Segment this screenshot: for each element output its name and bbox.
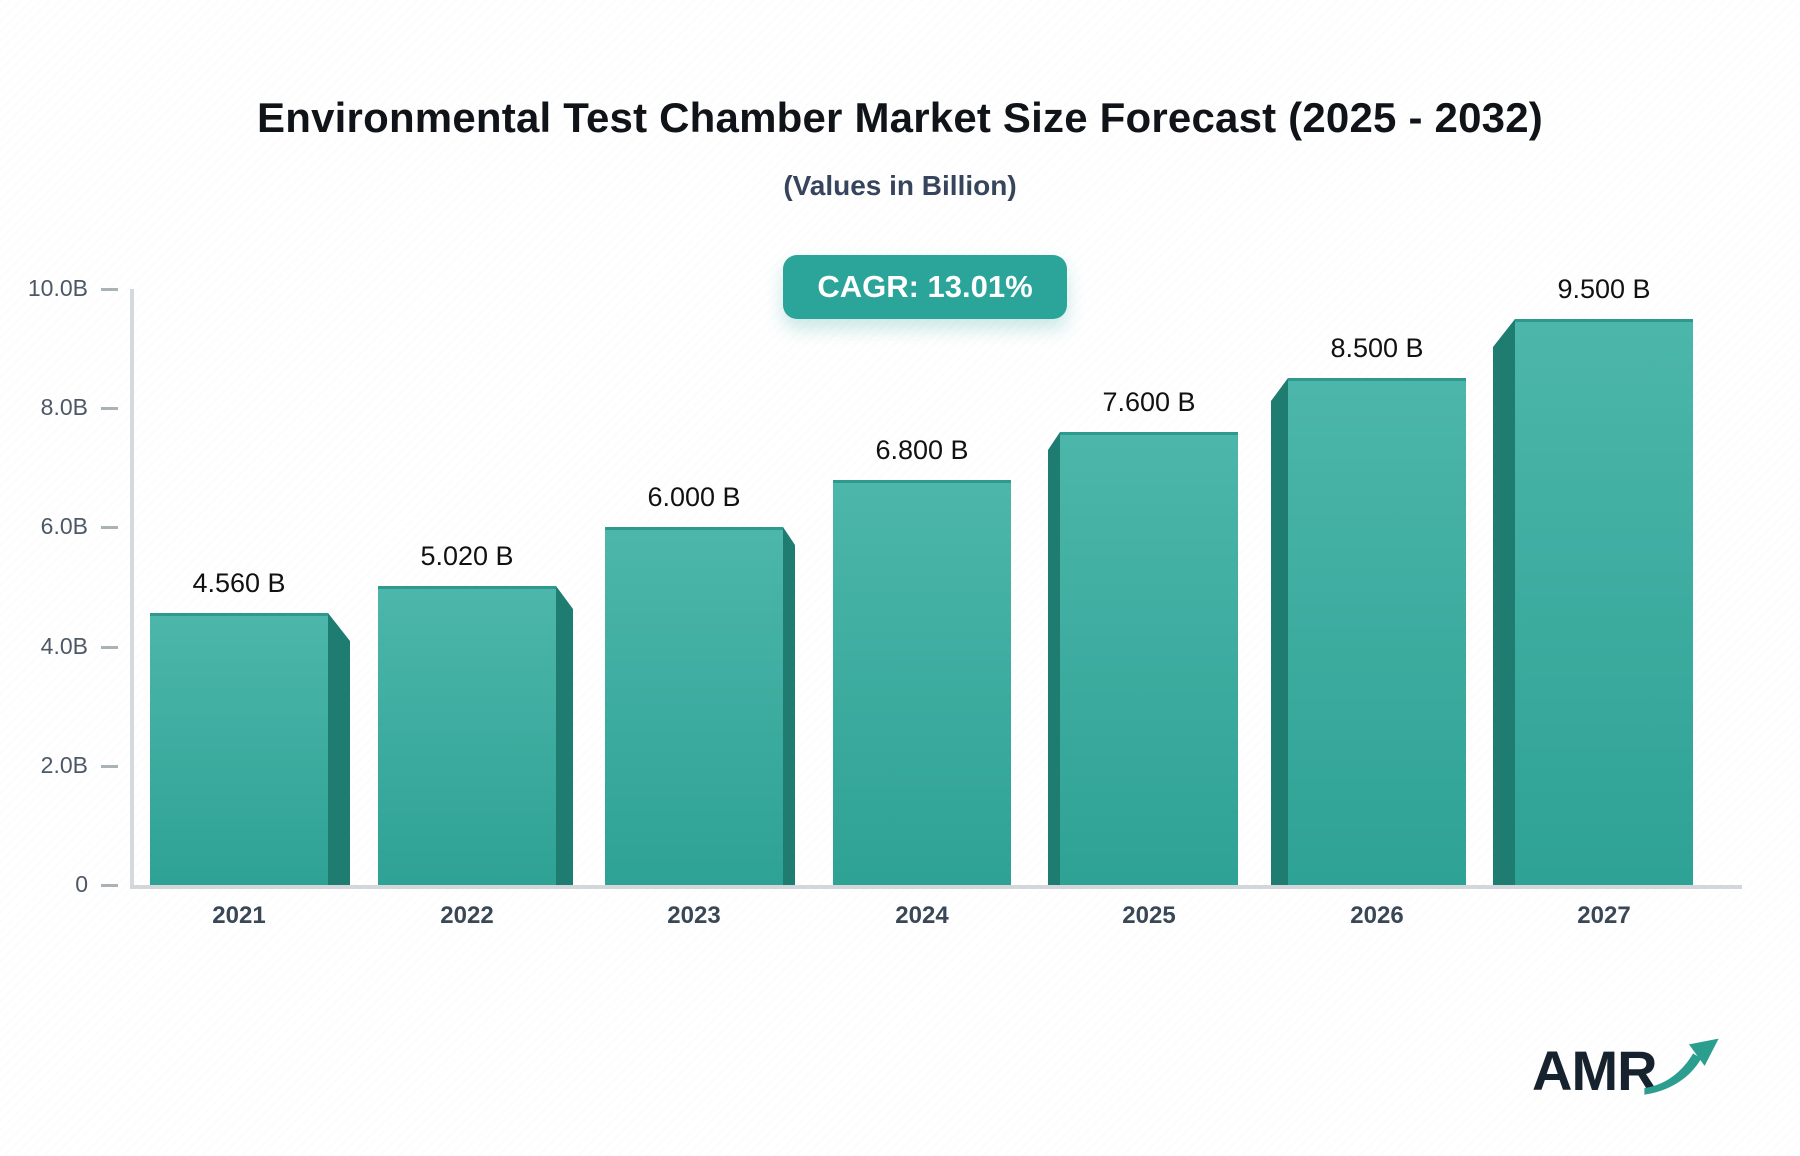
bar-side-face <box>328 613 350 885</box>
bar-face-2025 <box>1060 432 1238 885</box>
bar-side-face <box>556 586 573 885</box>
growth-arrow-icon <box>1643 1038 1719 1095</box>
y-axis-tick <box>101 526 118 529</box>
x-axis-line <box>130 885 1742 889</box>
bar-side-face <box>1271 378 1288 885</box>
amr-logo-text: AMR <box>1532 1039 1658 1102</box>
bar-face-2024 <box>833 480 1011 885</box>
y-axis-tick <box>101 646 118 649</box>
y-axis-tick-label: 8.0B <box>40 394 88 420</box>
x-axis-label-2021: 2021 <box>212 902 266 929</box>
y-axis-tick-label: 2.0B <box>40 752 88 778</box>
x-axis-label-2026: 2026 <box>1350 902 1404 929</box>
bar-value-label: 5.020 B <box>420 541 514 571</box>
x-axis-label-2024: 2024 <box>895 902 949 929</box>
cagr-badge: CAGR: 13.01% <box>783 255 1067 319</box>
bar-value-label: 6.000 B <box>647 482 741 512</box>
x-axis-label-2025: 2025 <box>1122 902 1176 929</box>
bar-value-label: 6.800 B <box>875 435 969 465</box>
bar-face-2026 <box>1288 378 1466 885</box>
bar-face-2027 <box>1515 319 1693 885</box>
bar-value-label: 4.560 B <box>192 568 286 598</box>
chart-subtitle: (Values in Billion) <box>783 170 1017 201</box>
chart-title: Environmental Test Chamber Market Size F… <box>257 94 1543 141</box>
y-axis-tick <box>101 884 118 887</box>
bar-side-face <box>1493 319 1515 885</box>
y-axis-tick <box>101 288 118 291</box>
x-axis-label-2027: 2027 <box>1577 902 1631 929</box>
bar-face-2022 <box>378 586 556 885</box>
bar-side-face <box>1048 432 1060 885</box>
y-axis-tick-label: 10.0B <box>27 275 88 301</box>
bar-face-2021 <box>150 613 328 885</box>
amr-logo: AMR <box>1532 1032 1727 1100</box>
bar-side-face <box>783 527 795 885</box>
x-axis-label-2022: 2022 <box>440 902 494 929</box>
y-axis-tick <box>101 407 118 410</box>
y-axis-tick-label: 0 <box>75 871 88 897</box>
y-axis-tick-label: 6.0B <box>40 513 88 539</box>
bar-value-label: 9.500 B <box>1557 274 1651 304</box>
x-axis-label-2023: 2023 <box>667 902 721 929</box>
y-axis-tick <box>101 765 118 768</box>
bar-value-label: 7.600 B <box>1102 387 1196 417</box>
bar-value-label: 8.500 B <box>1330 333 1424 363</box>
y-axis-tick-label: 4.0B <box>40 633 88 659</box>
y-axis-line <box>130 289 134 889</box>
bar-face-2023 <box>605 527 783 885</box>
